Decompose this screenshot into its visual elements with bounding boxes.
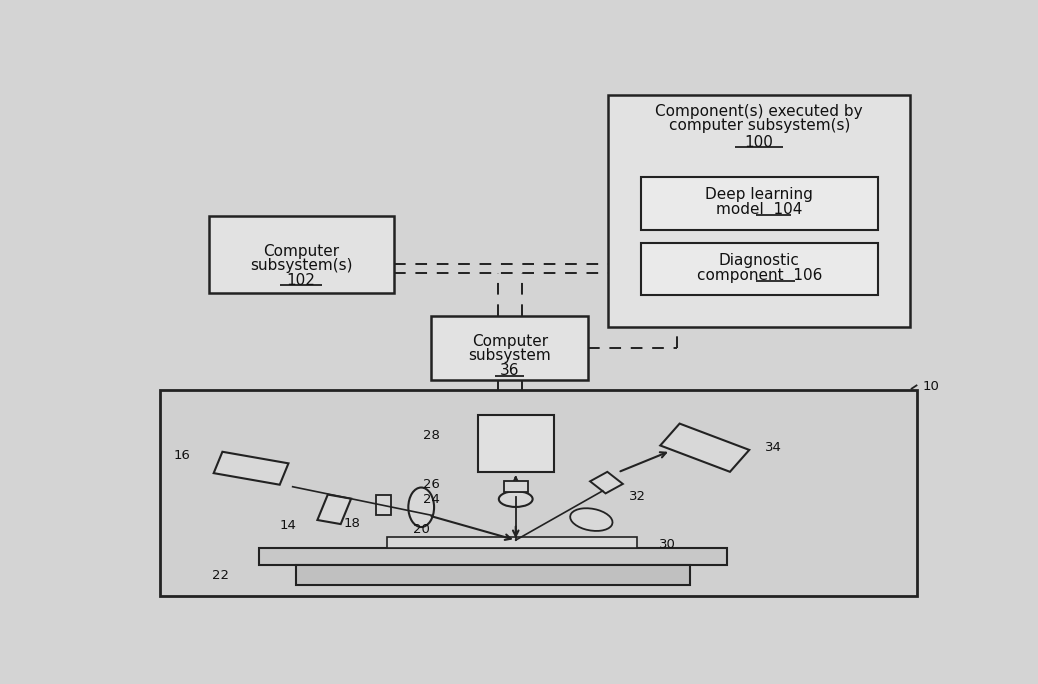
Text: Computer: Computer	[263, 244, 339, 259]
Text: 102: 102	[286, 273, 316, 287]
Text: 26: 26	[424, 478, 440, 491]
Text: 100: 100	[745, 135, 773, 150]
Text: subsystem: subsystem	[468, 348, 551, 363]
Text: 22: 22	[213, 568, 229, 581]
Bar	[209, 216, 393, 293]
Bar	[297, 565, 689, 586]
Text: model  104: model 104	[716, 202, 802, 217]
Bar	[432, 317, 589, 380]
Polygon shape	[214, 451, 289, 485]
Bar	[160, 390, 917, 596]
Polygon shape	[318, 495, 351, 524]
Bar	[640, 177, 878, 230]
Bar	[608, 95, 910, 327]
Text: component  106: component 106	[696, 268, 822, 283]
Text: 16: 16	[173, 449, 191, 462]
Text: 36: 36	[500, 363, 520, 378]
Text: Deep learning: Deep learning	[705, 187, 813, 202]
Ellipse shape	[570, 508, 612, 531]
Text: 18: 18	[344, 517, 361, 530]
Ellipse shape	[499, 491, 532, 507]
Polygon shape	[660, 423, 749, 472]
Text: 28: 28	[424, 429, 440, 442]
Text: 24: 24	[424, 492, 440, 505]
Text: Component(s) executed by: Component(s) executed by	[655, 103, 863, 118]
Ellipse shape	[408, 488, 434, 527]
Polygon shape	[376, 495, 390, 515]
Text: 20: 20	[413, 523, 430, 536]
Text: 34: 34	[765, 441, 783, 454]
Text: Computer: Computer	[472, 334, 548, 350]
Bar	[387, 537, 636, 549]
Text: 32: 32	[629, 490, 646, 503]
Text: computer subsystem(s): computer subsystem(s)	[668, 118, 850, 133]
Bar	[258, 549, 728, 565]
Text: subsystem(s): subsystem(s)	[250, 258, 352, 273]
Text: 14: 14	[279, 519, 297, 532]
Bar	[640, 243, 878, 295]
Text: 30: 30	[659, 538, 677, 551]
Text: 10: 10	[922, 380, 939, 393]
Bar	[503, 482, 527, 492]
Bar	[477, 415, 553, 473]
Polygon shape	[590, 472, 623, 493]
Text: Diagnostic: Diagnostic	[718, 252, 799, 267]
